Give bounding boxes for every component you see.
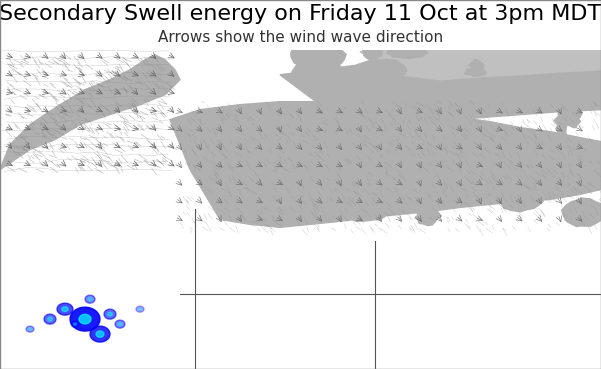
Polygon shape [115,320,125,328]
Polygon shape [44,314,56,324]
Polygon shape [564,99,582,128]
Polygon shape [85,295,95,303]
Polygon shape [90,326,110,342]
Polygon shape [554,108,568,137]
Text: Secondary Swell energy on Friday 11 Oct at 3pm MDT: Secondary Swell energy on Friday 11 Oct … [0,4,601,24]
Polygon shape [0,55,180,369]
Polygon shape [62,307,68,311]
Polygon shape [513,140,550,162]
Polygon shape [363,42,382,61]
Polygon shape [47,317,52,321]
Polygon shape [138,308,142,310]
Polygon shape [96,331,104,337]
Polygon shape [136,306,144,312]
Polygon shape [88,297,92,301]
Polygon shape [391,100,446,129]
Polygon shape [118,323,122,326]
Polygon shape [291,59,344,88]
Polygon shape [79,314,91,324]
Polygon shape [498,183,543,212]
Polygon shape [280,52,601,128]
Polygon shape [554,147,594,169]
Polygon shape [310,44,341,59]
Polygon shape [104,309,116,319]
Polygon shape [350,186,403,199]
Polygon shape [468,59,484,73]
Polygon shape [473,128,502,155]
Polygon shape [364,101,376,110]
Text: Arrows show the wind wave direction: Arrows show the wind wave direction [158,30,443,45]
Polygon shape [415,205,441,225]
Polygon shape [57,303,73,315]
Polygon shape [382,89,398,110]
Polygon shape [73,323,76,325]
Polygon shape [447,102,459,130]
Polygon shape [71,321,79,327]
Polygon shape [387,46,428,59]
Polygon shape [562,198,601,227]
Polygon shape [28,328,32,330]
Polygon shape [360,50,601,80]
Polygon shape [170,102,601,227]
Polygon shape [305,39,334,64]
Polygon shape [108,312,112,316]
Polygon shape [70,307,100,331]
Polygon shape [26,326,34,332]
Polygon shape [448,124,493,152]
Polygon shape [341,206,387,221]
Polygon shape [291,41,347,69]
Polygon shape [293,160,343,185]
Polygon shape [356,59,407,81]
Polygon shape [465,68,486,77]
